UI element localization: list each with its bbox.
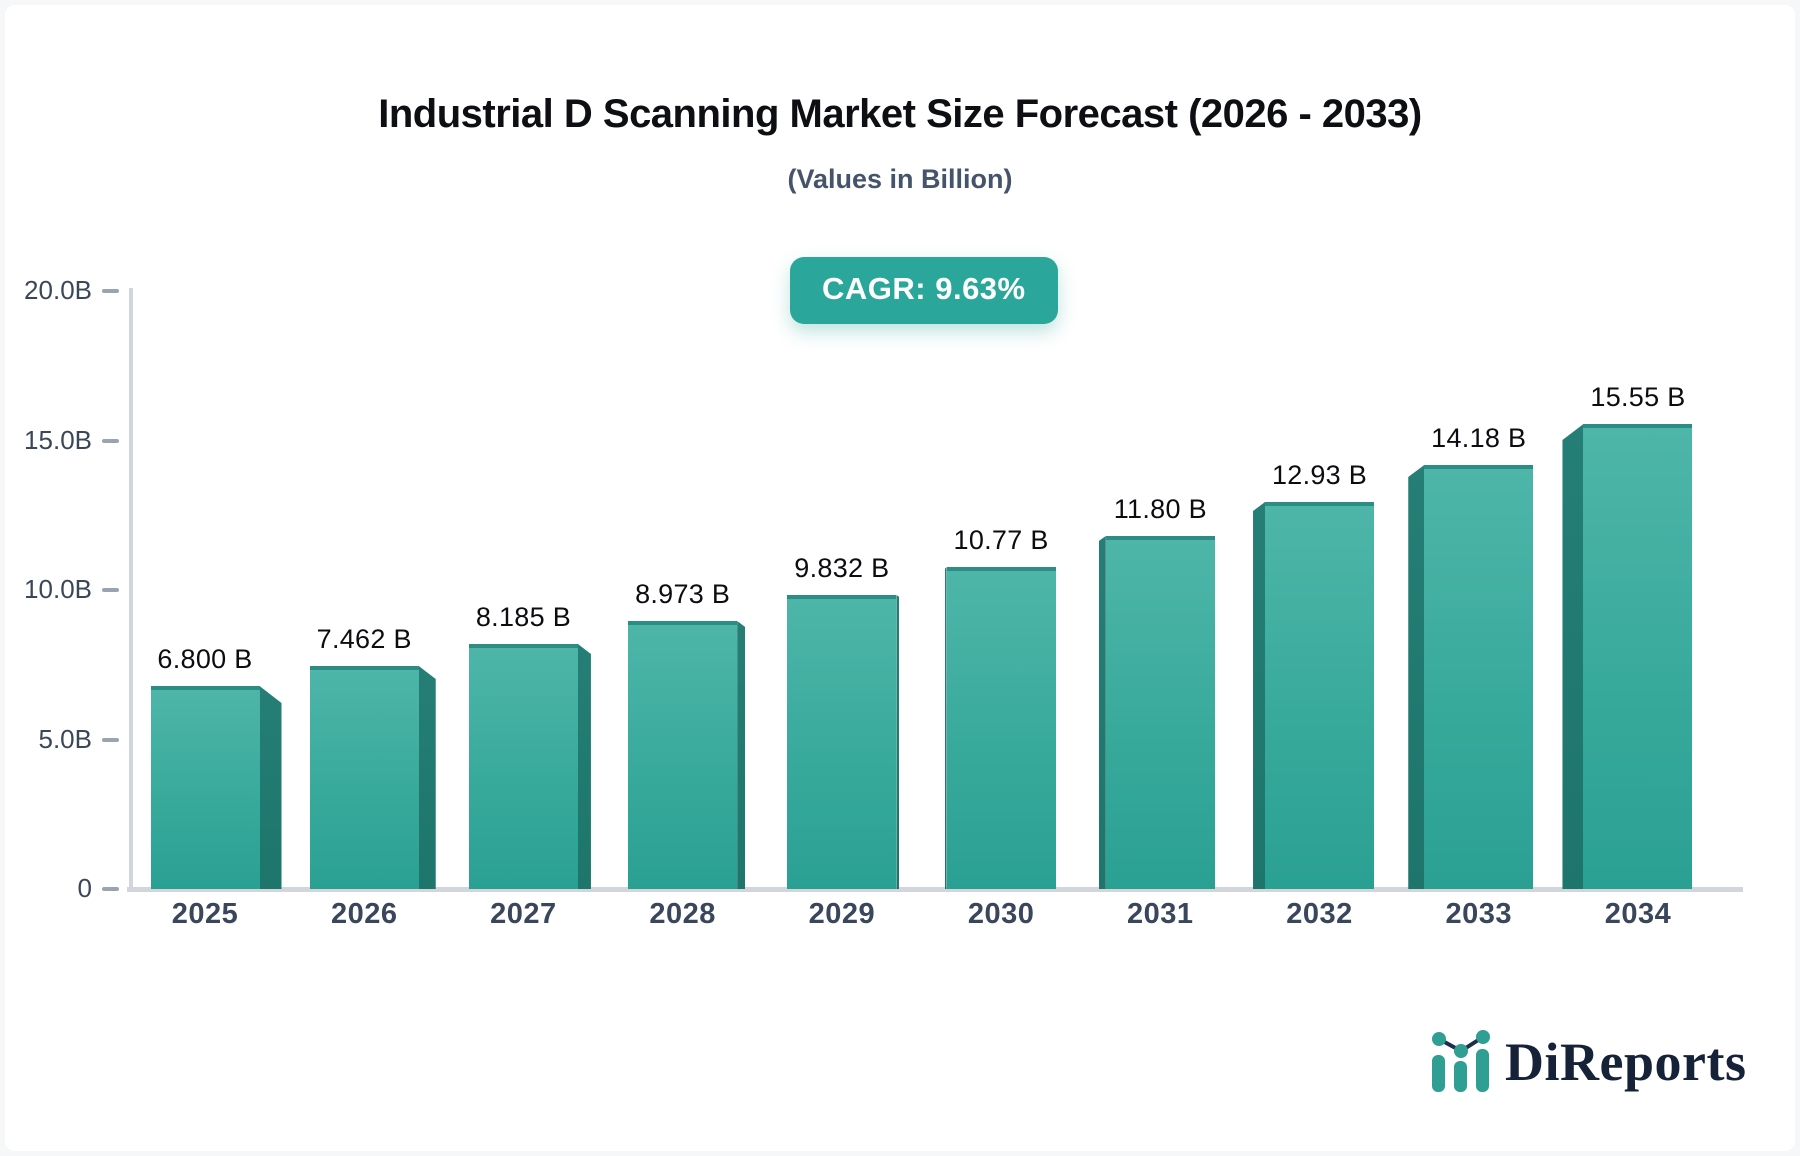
brand-logo: DiReports: [1430, 1030, 1746, 1094]
bar-top-edge: [1424, 465, 1534, 469]
bar-top-edge: [1105, 536, 1215, 540]
x-axis-label: 2034: [1604, 898, 1672, 930]
x-axis-label: 2027: [490, 898, 557, 930]
y-tick-label: 0: [77, 873, 92, 903]
bar-side-face: [418, 666, 436, 889]
bar-value-label: 8.973 B: [635, 579, 731, 609]
y-tick-label: 15.0B: [24, 424, 92, 455]
y-tick-label: 5.0B: [38, 723, 93, 754]
cagr-badge: CAGR: 9.63%: [790, 257, 1058, 324]
bar-2032: [1265, 502, 1375, 889]
bar-value-label: 14.18 B: [1431, 423, 1527, 453]
bar-value-label: 11.80 B: [1113, 494, 1207, 524]
y-tick-label: 20.0B: [24, 275, 92, 305]
bar-value-label: 12.93 B: [1271, 460, 1368, 490]
bar-top-edge: [468, 644, 578, 648]
x-axis-label: 2029: [808, 898, 876, 930]
y-tick-mark: [102, 588, 119, 592]
bar-value-label: 15.55 B: [1590, 382, 1686, 412]
bar-side-face: [577, 644, 591, 889]
y-tick-mark: [102, 289, 119, 293]
bar-top-edge: [787, 595, 897, 599]
bar-2025: [150, 686, 260, 889]
x-axis-baseline: [127, 887, 1743, 892]
x-axis-label: 2028: [649, 898, 716, 930]
x-axis-label: 2025: [171, 898, 239, 930]
bar-side-face: [896, 595, 900, 889]
bar-2033: [1424, 465, 1534, 889]
bar-side-face: [944, 567, 947, 889]
bar-top-edge: [1265, 502, 1375, 506]
bar-2030: [946, 567, 1056, 889]
x-axis-label: 2026: [330, 898, 398, 930]
bar-side-face: [737, 621, 746, 889]
bar-top-edge: [946, 567, 1056, 571]
y-tick-mark: [102, 737, 119, 742]
y-tick-mark: [102, 887, 119, 891]
bar-side-face: [259, 686, 282, 889]
chart-title: Industrial D Scanning Market Size Foreca…: [378, 92, 1422, 136]
bar-value-label: 9.832 B: [794, 553, 890, 583]
y-tick-label: 10.0B: [24, 574, 92, 604]
x-axis-label: 2033: [1445, 898, 1512, 930]
bar-top-edge: [628, 621, 738, 625]
bar-value-label: 8.185 B: [475, 602, 572, 632]
brand-logo-text: DiReports: [1505, 1032, 1747, 1092]
bar-2034: [1583, 424, 1693, 889]
bar-top-edge: [150, 686, 260, 690]
y-axis-line: [129, 288, 133, 891]
brand-logo-icon: [1432, 1030, 1490, 1092]
bar-side-face: [1562, 424, 1584, 889]
bar-side-face: [1408, 465, 1425, 889]
bar-value-label: 10.77 B: [953, 525, 1049, 555]
bar-2026: [309, 666, 419, 889]
bar-top-edge: [309, 666, 419, 670]
x-axis-label: 2032: [1286, 898, 1353, 930]
bar-side-face: [1253, 502, 1266, 889]
bar-value-label: 6.800 B: [157, 644, 253, 674]
y-tick-mark: [102, 438, 119, 443]
bar-2028: [628, 621, 738, 889]
bar-2029: [787, 595, 897, 889]
bar-side-face: [1098, 536, 1106, 889]
x-axis-label: 2030: [967, 898, 1035, 930]
bar-value-label: 7.462 B: [316, 624, 412, 654]
x-axis-label: 2031: [1127, 898, 1194, 930]
bar-top-edge: [1583, 424, 1693, 428]
bar-2031: [1105, 536, 1215, 889]
bar-2027: [468, 644, 578, 889]
chart-subtitle: (Values in Billion): [787, 164, 1013, 194]
